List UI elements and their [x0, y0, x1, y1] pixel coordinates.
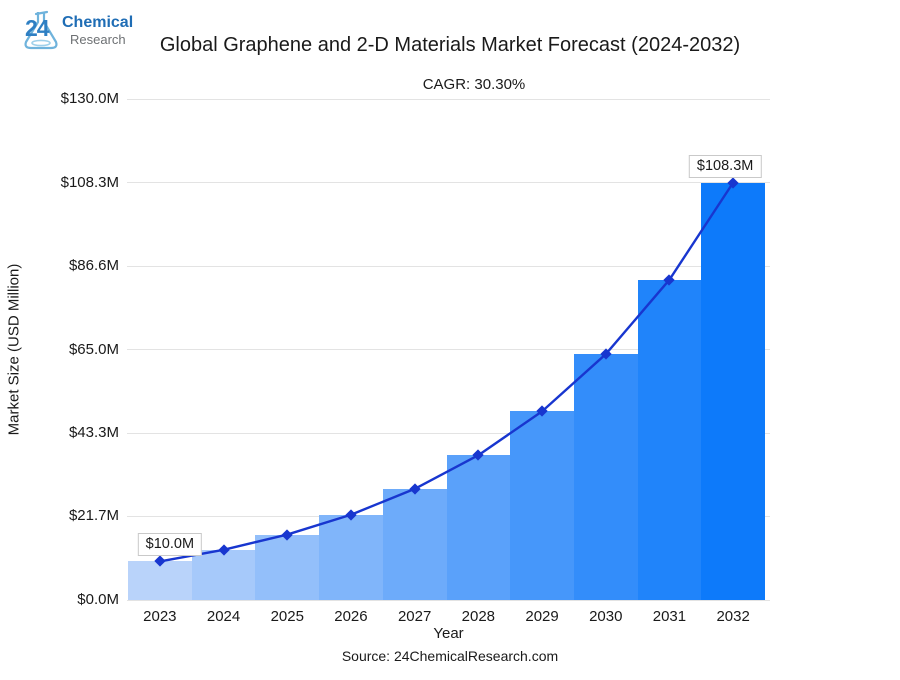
y-tick-label: $86.6M: [68, 257, 119, 275]
x-tick-label: 2030: [589, 608, 623, 625]
y-tick-label: $43.3M: [68, 424, 119, 442]
y-tick-label: $130.0M: [60, 90, 119, 107]
y-tick-label: $65.0M: [68, 340, 119, 358]
x-tick-label: 2028: [461, 608, 496, 625]
bar-2025: [255, 534, 320, 600]
annotation-label: $108.3M: [688, 154, 762, 178]
x-tick-label: 2026: [334, 608, 368, 625]
logo-number: 24: [25, 15, 50, 41]
grid-line: [127, 432, 770, 434]
grid-line: [127, 349, 770, 350]
chart-title: Global Graphene and 2-D Materials Market…: [159, 34, 741, 56]
x-tick-label: 2031: [652, 608, 687, 625]
x-axis-title: Year: [433, 625, 464, 642]
annotation-label: $10.0M: [137, 533, 203, 557]
bar-2026: [319, 514, 384, 600]
y-tick-label: $21.7M: [68, 507, 119, 525]
bar-2029: [510, 411, 575, 600]
x-tick-label: 2032: [716, 608, 750, 625]
logo-text-research: Research: [70, 32, 126, 47]
chart-subtitle: CAGR: 30.30%: [422, 76, 526, 93]
x-tick-label: 2029: [525, 608, 559, 625]
x-tick-label: 2023: [143, 608, 177, 625]
x-tick-label: 2025: [270, 608, 304, 625]
y-tick-label: $0.0M: [77, 591, 119, 608]
bar-2027: [382, 488, 447, 600]
source-text: Source: 24ChemicalResearch.com: [341, 648, 559, 664]
trend-line: [159, 181, 735, 563]
bar-2032: [701, 182, 766, 600]
flask-icon: [24, 10, 58, 50]
y-axis-title: Market Size (USD Million): [5, 263, 23, 436]
x-tick-label: 2024: [206, 608, 241, 625]
grid-line: [127, 182, 770, 184]
grid-line: [127, 98, 770, 100]
y-tick-label: $108.3M: [60, 173, 119, 191]
grid-line: [127, 599, 770, 601]
x-tick-label: 2027: [397, 608, 432, 625]
logo: 24 Chemical Research: [18, 8, 148, 52]
bar-2031: [637, 279, 702, 600]
plot-area: $0.0M $21.7M $43.3M $65.0M $86.6M $108.3M $130…: [61, 90, 770, 625]
grid-line: [127, 265, 770, 267]
logo-text-chemical: Chemical: [62, 14, 134, 31]
bar-2028: [446, 455, 511, 600]
bar-2023: [128, 561, 192, 600]
bar-2024: [191, 549, 256, 600]
bar-2030: [573, 354, 638, 600]
